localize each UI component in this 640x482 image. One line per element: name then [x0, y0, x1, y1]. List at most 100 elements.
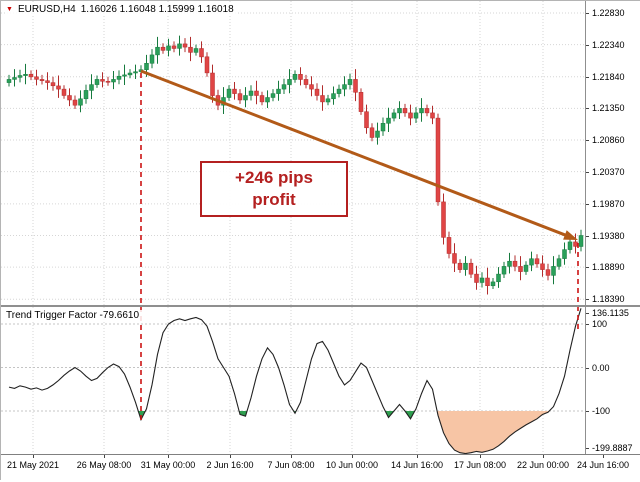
time-tick-label: 26 May 08:00	[76, 460, 132, 470]
candle-body	[72, 99, 78, 106]
indicator-tick-label: 0.00	[592, 362, 610, 373]
candle-body	[226, 88, 232, 98]
axis-tick-mark	[586, 367, 589, 369]
candle-body	[204, 56, 210, 74]
price-tick-label: 1.22830	[592, 8, 625, 18]
candle-body	[468, 262, 474, 275]
candle-body	[155, 46, 160, 56]
candle-body	[281, 84, 287, 90]
price-axis[interactable]: 1.22830 1.22340 1.21840 1.21350 1.20860 1.203…	[586, 1, 640, 454]
candle-body	[45, 80, 50, 83]
time-tick-label: 22 Jun 00:00	[516, 460, 570, 470]
candle-body	[397, 108, 402, 114]
indicator-tick-label: 100	[592, 319, 608, 329]
candle-body	[61, 88, 67, 96]
indicator-fill	[138, 411, 146, 420]
symbol-quote-header: ▼ EURUSD,H4 1.16026 1.16048 1.15999 1.16…	[6, 4, 238, 15]
candle-body	[457, 262, 463, 270]
axis-tick-mark	[586, 313, 589, 314]
candle-body	[254, 90, 259, 96]
axis-tick-mark	[586, 171, 589, 173]
time-axis[interactable]: 21 May 2021 26 May 08:00 31 May 00:00 2 Jun…	[1, 454, 640, 482]
price-tick-label: 1.19870	[592, 198, 625, 209]
indicator-fill	[239, 411, 248, 417]
candle-body	[166, 45, 171, 51]
quote-ohlc-values: 1.16026 1.16048 1.15999 1.16018	[80, 4, 234, 15]
axis-tick-mark	[586, 44, 589, 46]
candle-body	[259, 95, 265, 103]
candle-body	[567, 241, 573, 250]
axis-tick-mark	[586, 299, 589, 301]
candle-body	[501, 266, 507, 275]
candle-body	[111, 79, 116, 83]
indicator-label: Trend Trigger Factor -79.6610	[6, 310, 144, 321]
axis-tick-mark	[586, 411, 589, 412]
profit-annotation[interactable]: +246 pips profit	[200, 161, 348, 218]
indicator-tick-label: 136.1135	[592, 308, 629, 318]
profit-annotation-line1: +246 pips	[235, 168, 313, 187]
price-tick-label: 1.21840	[592, 71, 625, 82]
price-tick-label: 1.19380	[592, 230, 625, 241]
axis-tick-mark	[586, 140, 589, 141]
candle-body	[144, 63, 149, 70]
candle-body	[303, 79, 309, 85]
time-tick-label: 7 Jun 08:00	[267, 460, 315, 470]
trend-arrow-line	[140, 69, 573, 240]
candle-body	[89, 84, 94, 91]
axis-tick-mark	[586, 76, 589, 78]
candle-body	[523, 264, 529, 272]
candle-body	[578, 235, 584, 247]
symbol-timeframe-label: EURUSD,H4	[17, 4, 76, 15]
axis-tick-mark	[586, 235, 589, 237]
candle-body	[116, 75, 122, 80]
time-tick-mark	[417, 455, 418, 458]
candle-body	[419, 108, 424, 114]
candle-body	[446, 237, 452, 254]
candle-body	[375, 130, 380, 138]
time-tick-mark	[352, 455, 353, 458]
candle-body	[34, 76, 39, 80]
candle-body	[171, 45, 177, 49]
price-tick-label: 1.20860	[592, 135, 625, 145]
candle-body	[237, 93, 243, 101]
candle-body	[430, 112, 435, 119]
candle-body	[485, 277, 490, 286]
candle-body	[562, 249, 567, 259]
candle-body	[193, 48, 199, 53]
candle-body	[534, 258, 540, 265]
candle-body	[39, 79, 45, 81]
candle-body	[336, 88, 342, 94]
price-axis-separator	[585, 1, 586, 454]
candle-body	[314, 88, 320, 96]
price-tick-label: 1.21350	[592, 103, 625, 114]
candle-body	[177, 43, 182, 49]
axis-tick-mark	[586, 108, 589, 110]
time-tick-label: 24 Jun 16:00	[576, 460, 630, 470]
candle-body	[441, 201, 446, 238]
trend-arrow-head	[563, 230, 578, 240]
candle-body	[402, 108, 408, 114]
pane-separator[interactable]	[1, 305, 640, 307]
axis-tick-mark	[586, 448, 589, 449]
candle-body	[287, 79, 292, 85]
time-tick-mark	[104, 455, 105, 458]
candle-body	[331, 93, 336, 100]
candle-body	[545, 269, 551, 276]
candle-body	[298, 74, 303, 80]
candle-body	[94, 79, 100, 85]
candle-body	[386, 117, 391, 124]
candle-body	[232, 88, 237, 94]
time-tick-mark	[291, 455, 292, 458]
indicator-fill	[405, 411, 415, 419]
candle-body	[270, 93, 276, 98]
candle-body	[188, 46, 193, 53]
time-tick-mark	[33, 455, 34, 458]
candle-body	[149, 54, 155, 64]
price-tick-label: 1.22340	[592, 39, 625, 50]
time-tick-label: 21 May 2021	[6, 460, 60, 470]
candle-body	[56, 85, 61, 90]
price-tick-label: 1.20370	[592, 166, 625, 177]
candle-body	[243, 95, 248, 101]
